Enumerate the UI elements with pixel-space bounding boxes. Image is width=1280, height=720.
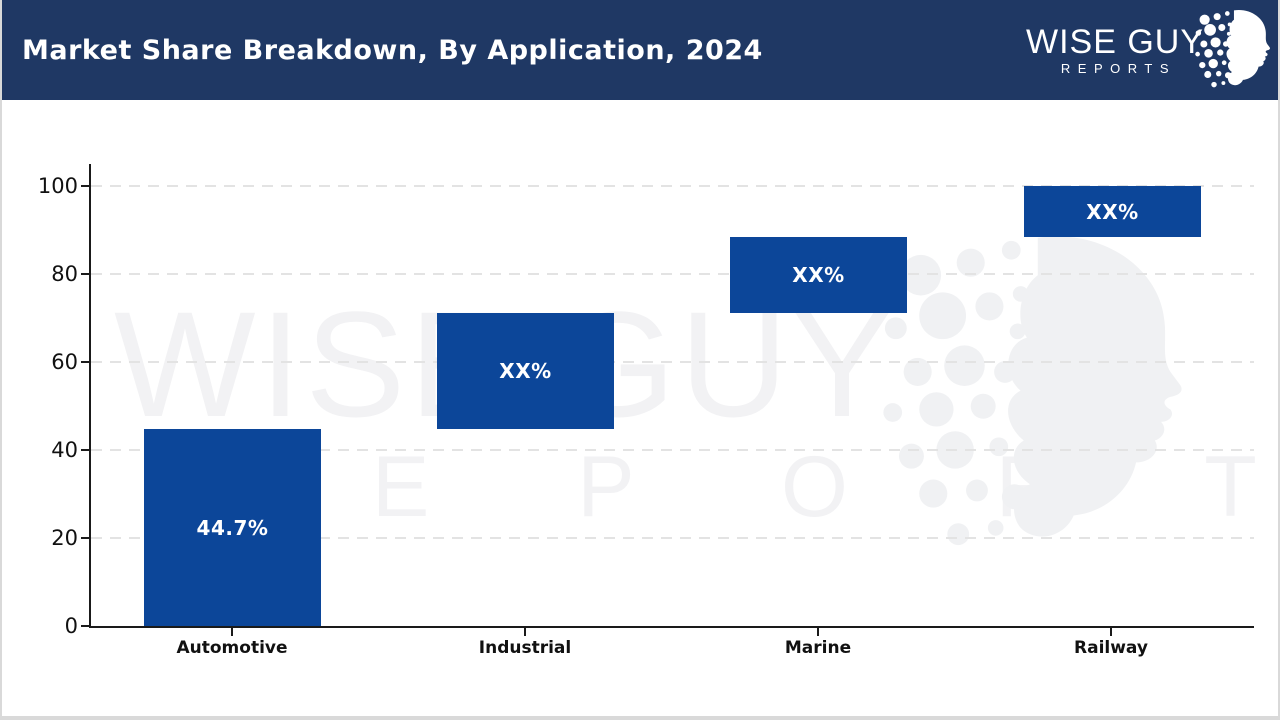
brand-logo-text: WISE GUY REPORTS — [1026, 24, 1204, 78]
y-tick-label: 40 — [51, 438, 78, 462]
y-tick — [81, 361, 89, 363]
x-tick — [231, 628, 233, 636]
watermark-dotted-head — [883, 236, 1182, 546]
y-tick — [81, 273, 89, 275]
bar-value-label: 44.7% — [196, 515, 269, 540]
brand-logo: WISE GUY REPORTS — [1026, 6, 1276, 96]
y-tick — [81, 449, 89, 451]
x-category-label-automotive: Automotive — [176, 638, 288, 658]
x-category-label-railway: Railway — [1074, 638, 1148, 658]
x-axis-line — [89, 626, 1254, 628]
gridline-40 — [91, 449, 1254, 451]
y-tick-label: 100 — [37, 174, 78, 198]
x-category-label-marine: Marine — [784, 638, 852, 658]
y-tick-label: 0 — [64, 614, 78, 638]
x-tick — [1110, 628, 1112, 636]
gridline-100 — [91, 185, 1254, 187]
bar-automotive: 44.7% — [144, 429, 321, 626]
bar-value-label: XX% — [1086, 199, 1139, 224]
bar-value-label: XX% — [792, 263, 845, 287]
y-tick — [81, 625, 89, 627]
x-category-label-industrial: Industrial — [478, 638, 572, 658]
gridline-60 — [91, 361, 1254, 363]
page-title: Market Share Breakdown, By Application, … — [22, 34, 763, 66]
bar-marine: XX% — [730, 237, 907, 313]
y-tick — [81, 537, 89, 539]
y-axis-line — [89, 164, 91, 628]
gridline-80 — [91, 273, 1254, 275]
y-tick-label: 60 — [51, 350, 78, 374]
bar-railway: XX% — [1024, 186, 1201, 237]
bar-industrial: XX% — [437, 313, 614, 429]
bar-value-label: XX% — [499, 359, 552, 383]
x-tick — [817, 628, 819, 636]
dotted-head-icon — [1195, 9, 1271, 88]
header-bar: Market Share Breakdown, By Application, … — [2, 0, 1278, 100]
y-tick-label: 80 — [51, 262, 78, 286]
gridline-20 — [91, 537, 1254, 539]
x-tick — [524, 628, 526, 636]
y-tick-label: 20 — [51, 526, 78, 550]
brand-subname: REPORTS — [1060, 61, 1177, 76]
y-tick — [81, 185, 89, 187]
brand-name: WISE GUY — [1026, 23, 1205, 61]
